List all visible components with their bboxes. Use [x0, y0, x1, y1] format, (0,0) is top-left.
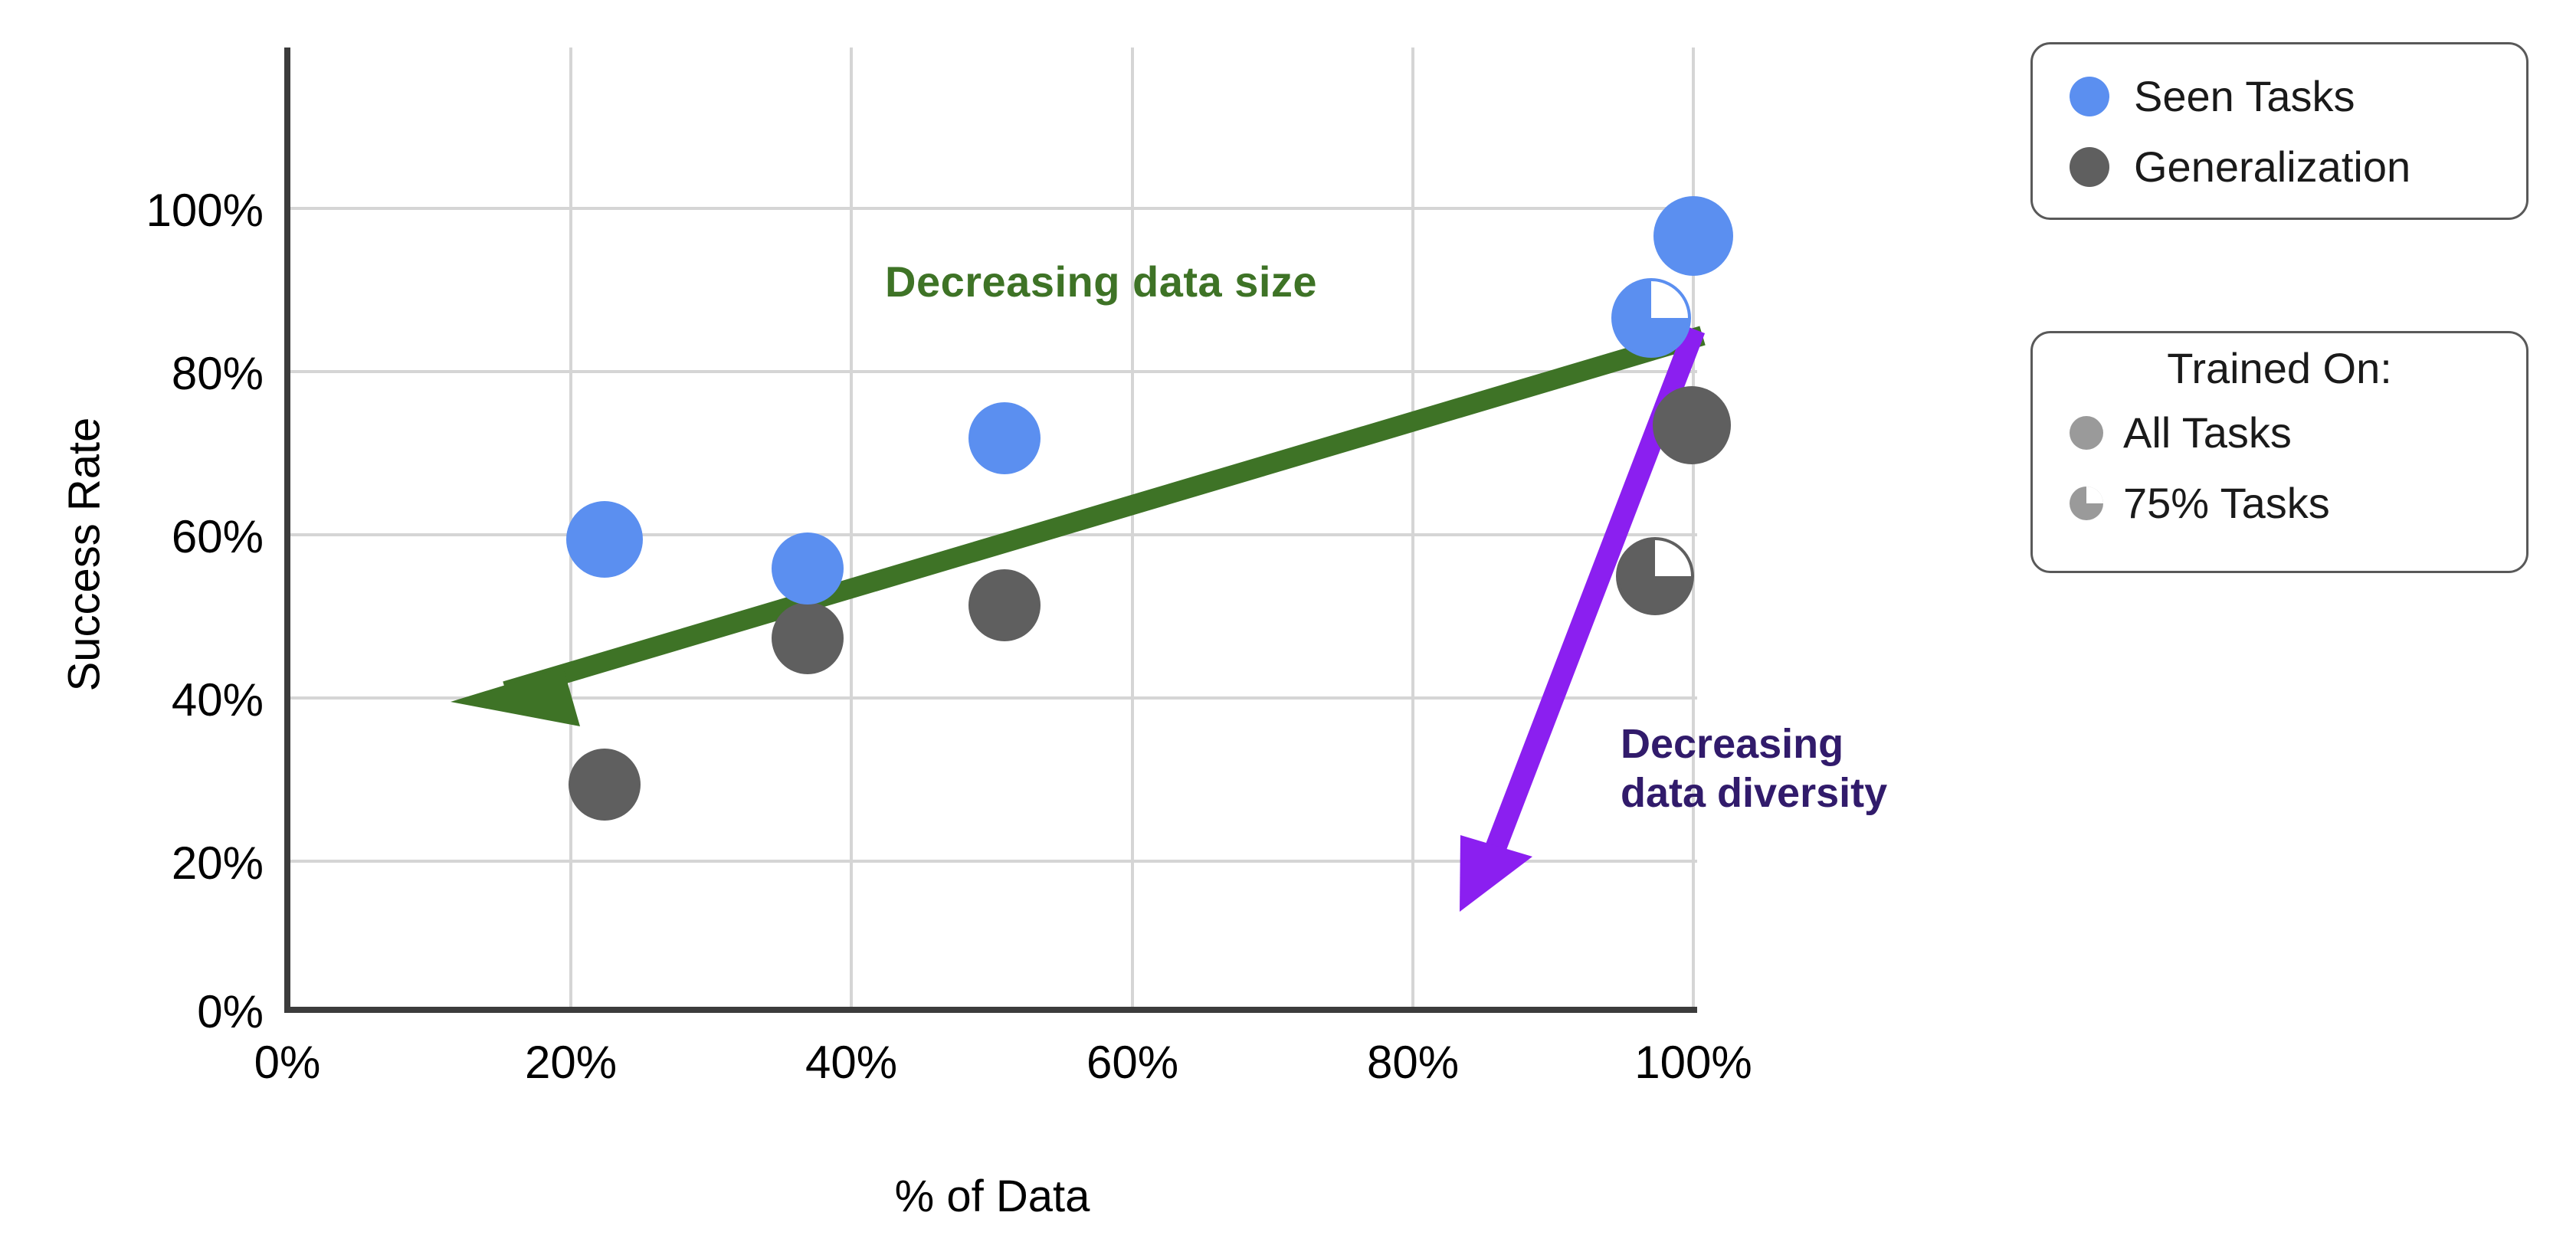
annotation-decreasing-data-size: Decreasing data size [885, 257, 1318, 306]
filled-circle-marker-icon [2070, 77, 2109, 116]
data-point [968, 569, 1041, 641]
filled-circle-marker-icon [2070, 147, 2109, 187]
data-point [772, 532, 844, 605]
legend-item-label: All Tasks [2123, 408, 2292, 457]
data-point-75pct [1616, 537, 1694, 615]
decreasing-data-size-arrow [451, 326, 1706, 726]
legend-item-seen-tasks[interactable]: Seen Tasks [2033, 61, 2526, 132]
data-point [566, 501, 643, 578]
annotation-decreasing-data-diversity: Decreasing data diversity [1621, 721, 1888, 816]
data-point [968, 402, 1041, 474]
y-tick-label: 20% [171, 837, 264, 889]
legend-item-75pct-tasks[interactable]: 75% Tasks [2033, 468, 2526, 539]
y-tick-label: 0% [197, 986, 264, 1037]
data-point [1653, 196, 1733, 276]
x-axis-title: % of Data [894, 1171, 1090, 1221]
legend-item-label: Generalization [2134, 143, 2411, 191]
x-tick-label: 0% [254, 1037, 321, 1088]
filled-circle-marker-icon [2070, 416, 2103, 450]
y-tick-label: 100% [146, 185, 264, 236]
x-tick-label: 100% [1634, 1037, 1752, 1088]
y-tick-label: 80% [171, 348, 264, 399]
legend-item-all-tasks[interactable]: All Tasks [2033, 398, 2526, 468]
y-tick-label: 60% [171, 511, 264, 562]
y-tick-label: 40% [171, 674, 264, 726]
legend-trained-on-title: Trained On: [2167, 344, 2392, 392]
legend-series: Seen Tasks Generalization [2030, 42, 2528, 220]
data-point [772, 602, 844, 674]
legend-item-label: Seen Tasks [2134, 72, 2355, 120]
series-generalization-markers [569, 386, 1731, 821]
y-axis-title: Success Rate [59, 417, 110, 692]
x-tick-label: 80% [1366, 1037, 1460, 1088]
x-tick-label: 40% [805, 1037, 898, 1088]
legend-trained-on: Trained On: All Tasks 75% Tasks [2030, 331, 2528, 573]
data-point [1653, 386, 1731, 464]
legend-item-generalization[interactable]: Generalization [2033, 132, 2526, 202]
data-point-75pct [1611, 278, 1691, 358]
three-quarter-pie-marker-icon [2070, 487, 2103, 520]
legend-item-label: 75% Tasks [2123, 479, 2330, 527]
series-seen-tasks-markers [566, 196, 1733, 605]
data-point [569, 749, 641, 821]
x-tick-label: 20% [524, 1037, 618, 1088]
x-tick-label: 60% [1086, 1037, 1179, 1088]
